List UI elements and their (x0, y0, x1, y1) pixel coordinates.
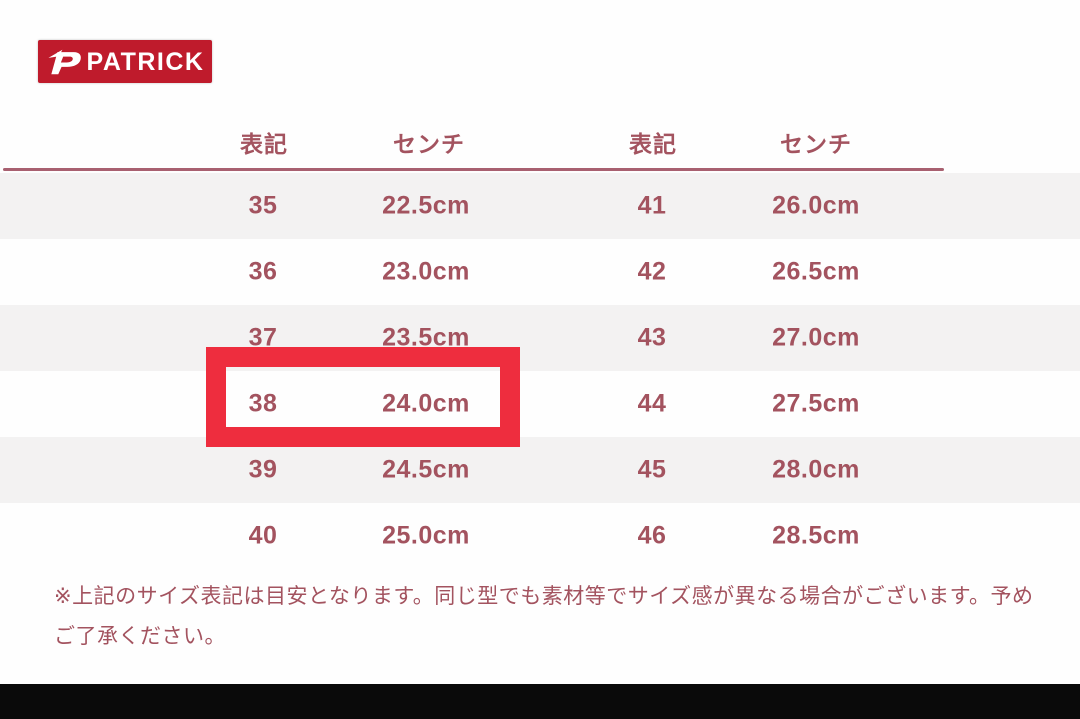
table-row: 35 22.5cm 41 26.0cm (0, 173, 1080, 239)
table-body: 35 22.5cm 41 26.0cm 36 23.0cm 42 26.5cm … (0, 173, 1080, 569)
cm-value-left: 22.5cm (382, 191, 470, 220)
cm-value-right: 27.0cm (772, 323, 860, 352)
header-cm-left: センチ (393, 131, 465, 157)
size-value-right: 45 (637, 455, 667, 484)
header-size-right: 表記 (629, 131, 677, 157)
size-value-right: 46 (637, 521, 667, 550)
size-value-left: 35 (248, 191, 278, 220)
size-value-right: 42 (637, 257, 667, 286)
brand-name-text: PATRICK (86, 47, 205, 76)
size-value-left: 38 (248, 389, 278, 418)
cm-value-right: 27.5cm (772, 389, 860, 418)
size-value-right: 43 (637, 323, 667, 352)
header-cm-right: センチ (780, 131, 852, 157)
table-row: 36 23.0cm 42 26.5cm (0, 239, 1080, 305)
size-conversion-table: 表記 センチ 表記 センチ 35 22.5cm 41 26.0cm 36 23.… (0, 131, 1080, 569)
patrick-logo: PATRICK (38, 40, 212, 83)
cm-value-right: 26.0cm (772, 191, 860, 220)
red-highlight-box-size-38 (206, 347, 520, 447)
table-row: 39 24.5cm 45 28.0cm (0, 437, 1080, 503)
cm-value-right: 26.5cm (772, 257, 860, 286)
cm-value-left: 25.0cm (382, 521, 470, 550)
cm-value-left: 24.0cm (382, 389, 470, 418)
size-value-left: 37 (248, 323, 278, 352)
patrick-wing-p-icon (46, 47, 82, 77)
size-value-left: 36 (248, 257, 278, 286)
cm-value-left: 23.0cm (382, 257, 470, 286)
size-value-right: 41 (637, 191, 667, 220)
table-row: 37 23.5cm 43 27.0cm (0, 305, 1080, 371)
table-row: 40 25.0cm 46 28.5cm (0, 503, 1080, 569)
size-value-left: 40 (248, 521, 278, 550)
cm-value-left: 24.5cm (382, 455, 470, 484)
cm-value-right: 28.5cm (772, 521, 860, 550)
bottom-letterbox-bar (0, 684, 1080, 719)
header-divider-line (3, 168, 944, 171)
size-value-left: 39 (248, 455, 278, 484)
size-value-right: 44 (637, 389, 667, 418)
cm-value-left: 23.5cm (382, 323, 470, 352)
size-disclaimer-note: ※上記のサイズ表記は目安となります。同じ型でも素材等でサイズ感が異なる場合がござ… (54, 585, 1034, 648)
cm-value-right: 28.0cm (772, 455, 860, 484)
header-size-left: 表記 (240, 131, 288, 157)
table-row-highlighted: 38 24.0cm 44 27.5cm (0, 371, 1080, 437)
